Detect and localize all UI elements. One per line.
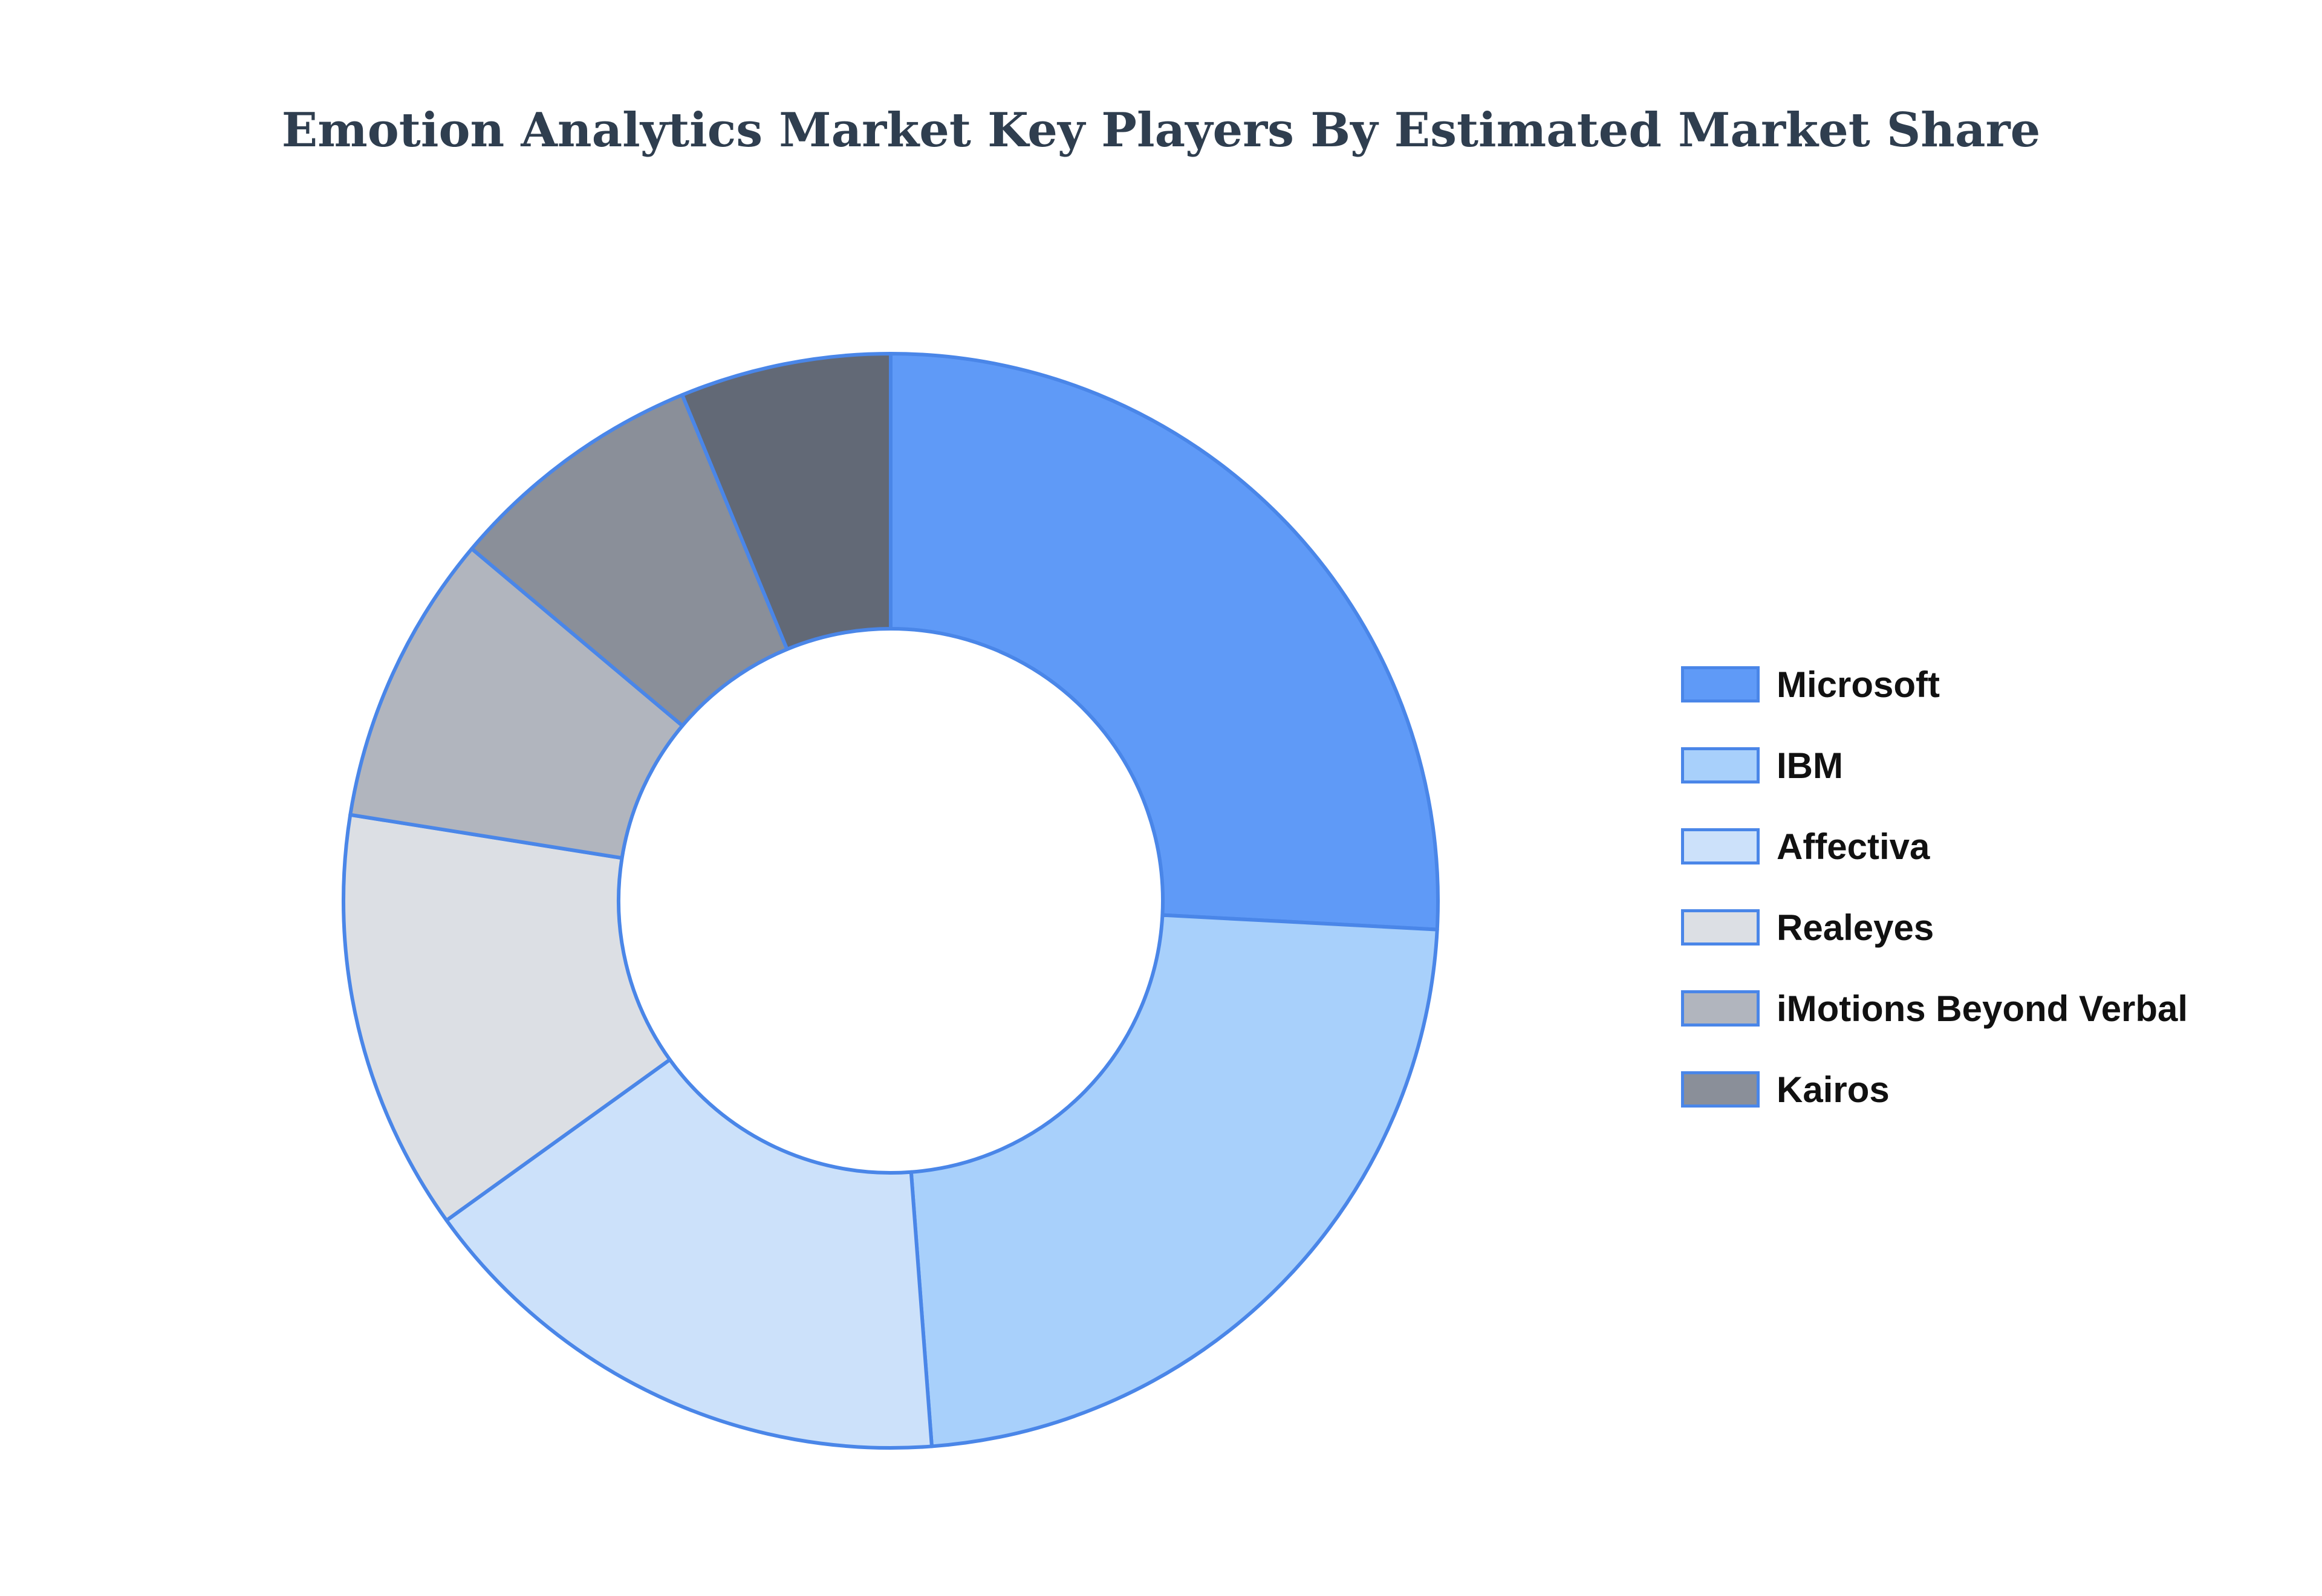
legend-swatch [1681,909,1760,946]
slice-affectiva [444,1057,934,1450]
slice-kairos [470,393,789,728]
legend: Microsoft IBM Affectiva Realeyes iMotions Be… [1681,666,2188,1152]
legend-item-microsoft: Microsoft [1681,666,2188,747]
slice-unlabeled [680,352,893,651]
donut-slices [342,352,1440,1450]
legend-label: Kairos [1777,1069,1890,1110]
legend-item-ibm: IBM [1681,747,2188,828]
legend-item-kairos: Kairos [1681,1071,2188,1152]
legend-item-affectiva: Affectiva [1681,828,2188,909]
legend-swatch [1681,1071,1760,1108]
slice-imotions-beyond-verbal [348,547,685,860]
legend-label: Microsoft [1777,664,1940,705]
legend-item-realeyes: Realeyes [1681,909,2188,990]
legend-item-imotions-beyond-verbal: iMotions Beyond Verbal [1681,990,2188,1071]
legend-label: IBM [1777,745,1843,786]
slice-realeyes [342,813,672,1222]
legend-swatch [1681,828,1760,864]
legend-swatch [1681,666,1760,702]
legend-swatch [1681,990,1760,1027]
legend-label: Realeyes [1777,907,1934,948]
slice-ibm [909,913,1439,1448]
chart-title: Emotion Analytics Market Key Players By … [281,103,2041,158]
slice-microsoft [889,352,1440,932]
legend-swatch [1681,747,1760,783]
legend-label: Affectiva [1777,826,1930,867]
legend-label: iMotions Beyond Verbal [1777,988,2188,1029]
